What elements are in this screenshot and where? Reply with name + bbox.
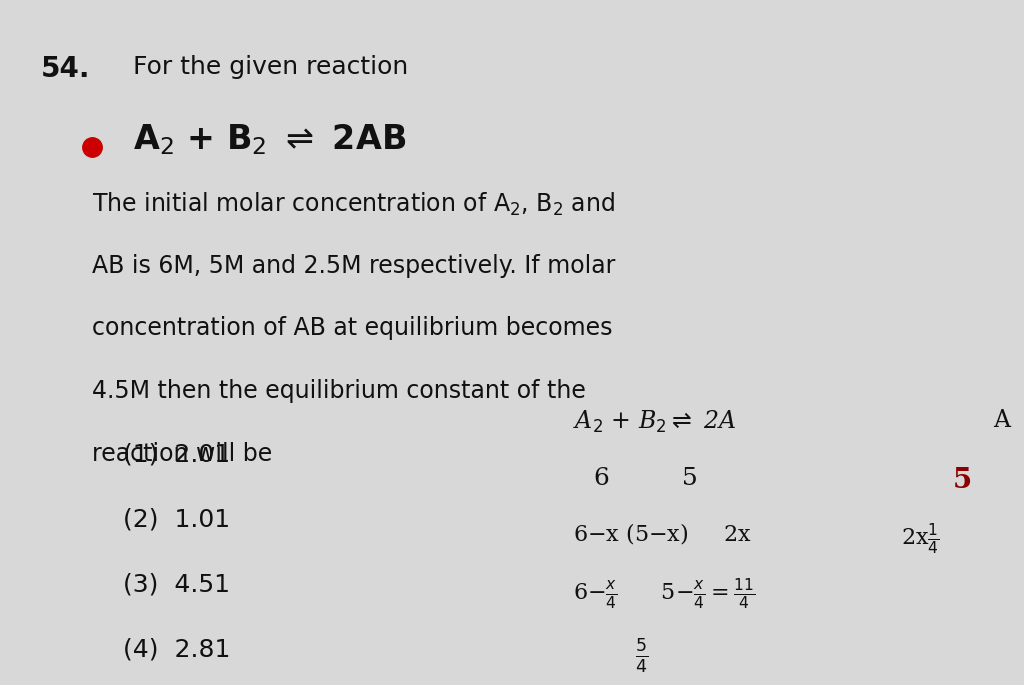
Text: A$_2$ + B$_2$ $\rightleftharpoons$ 2AB: A$_2$ + B$_2$ $\rightleftharpoons$ 2AB	[133, 123, 407, 158]
Text: 2x$\frac{1}{4}$: 2x$\frac{1}{4}$	[901, 521, 940, 556]
Text: 6         5: 6 5	[594, 466, 697, 490]
Text: AB is 6M, 5M and 2.5M respectively. If molar: AB is 6M, 5M and 2.5M respectively. If m…	[92, 253, 615, 277]
Text: The initial molar concentration of A$_2$, B$_2$ and: The initial molar concentration of A$_2$…	[92, 191, 615, 218]
Text: A: A	[993, 409, 1011, 432]
Text: (1)  2.01: (1) 2.01	[123, 443, 230, 467]
Text: concentration of AB at equilibrium becomes: concentration of AB at equilibrium becom…	[92, 316, 612, 340]
Text: 6$-$x (5$-$x)     2x: 6$-$x (5$-$x) 2x	[573, 521, 753, 547]
Text: (4)  2.81: (4) 2.81	[123, 637, 230, 661]
Text: 54.: 54.	[41, 55, 90, 82]
Text: (2)  1.01: (2) 1.01	[123, 508, 230, 532]
Text: $\frac{5}{4}$: $\frac{5}{4}$	[635, 637, 648, 675]
Text: reaction will be: reaction will be	[92, 442, 272, 466]
Text: (3)  4.51: (3) 4.51	[123, 573, 229, 597]
Text: 5: 5	[952, 466, 972, 494]
Text: For the given reaction: For the given reaction	[133, 55, 409, 79]
Text: A$_2$ + B$_2$$\rightleftharpoons$ 2A: A$_2$ + B$_2$$\rightleftharpoons$ 2A	[573, 409, 737, 435]
Text: 4.5M then the equilibrium constant of the: 4.5M then the equilibrium constant of th…	[92, 379, 586, 403]
Text: 6$-\frac{x}{4}$      5$-\frac{x}{4}=\frac{11}{4}$: 6$-\frac{x}{4}$ 5$-\frac{x}{4}=\frac{11}…	[573, 576, 756, 611]
